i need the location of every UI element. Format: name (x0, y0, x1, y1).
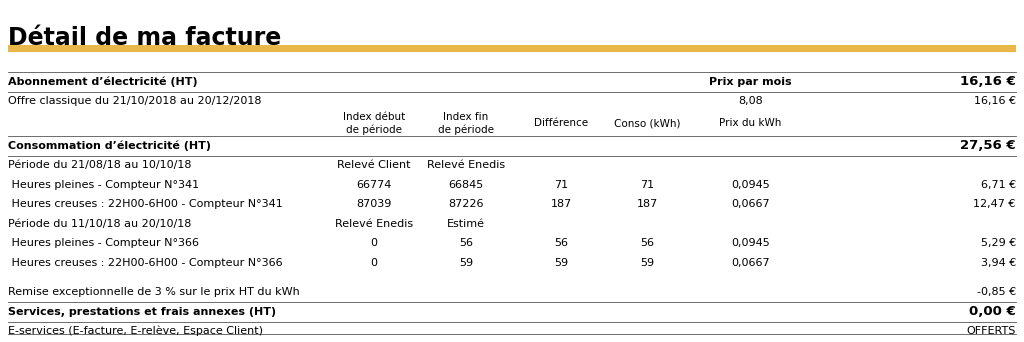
Text: 87226: 87226 (449, 199, 483, 209)
Text: 187: 187 (637, 199, 657, 209)
Text: 66845: 66845 (449, 180, 483, 190)
Text: E-services (E-facture, E-relève, Espace Client): E-services (E-facture, E-relève, Espace … (8, 326, 263, 337)
Text: Index fin
de période: Index fin de période (438, 113, 494, 135)
Text: 187: 187 (551, 199, 571, 209)
Text: Relevé Enedis: Relevé Enedis (335, 219, 413, 229)
Text: 12,47 €: 12,47 € (974, 199, 1016, 209)
Text: 27,56 €: 27,56 € (961, 139, 1016, 152)
Text: OFFERTS: OFFERTS (967, 326, 1016, 336)
Text: Prix par mois: Prix par mois (710, 77, 792, 87)
Text: 16,16 €: 16,16 € (961, 75, 1016, 88)
Text: Relevé Enedis: Relevé Enedis (427, 160, 505, 170)
Text: -0,85 €: -0,85 € (977, 287, 1016, 297)
Text: 87039: 87039 (356, 199, 391, 209)
Text: Offre classique du 21/10/2018 au 20/12/2018: Offre classique du 21/10/2018 au 20/12/2… (8, 96, 262, 106)
Text: Prix du kWh: Prix du kWh (720, 118, 781, 129)
Text: 0,00 €: 0,00 € (969, 305, 1016, 318)
Text: Détail de ma facture: Détail de ma facture (8, 26, 282, 50)
Text: 0: 0 (371, 258, 377, 268)
Text: 6,71 €: 6,71 € (981, 180, 1016, 190)
Text: Différence: Différence (535, 118, 588, 129)
Text: 66774: 66774 (356, 180, 391, 190)
Text: 0: 0 (371, 238, 377, 248)
Text: Conso (kWh): Conso (kWh) (614, 118, 680, 129)
Text: 59: 59 (640, 258, 654, 268)
Text: 56: 56 (459, 238, 473, 248)
Text: Période du 21/08/18 au 10/10/18: Période du 21/08/18 au 10/10/18 (8, 160, 191, 170)
Text: Index début
de période: Index début de période (343, 113, 404, 135)
Text: Consommation d’électricité (HT): Consommation d’électricité (HT) (8, 141, 211, 151)
Text: Heures pleines - Compteur N°341: Heures pleines - Compteur N°341 (8, 180, 200, 190)
Text: 59: 59 (554, 258, 568, 268)
Text: Services, prestations et frais annexes (HT): Services, prestations et frais annexes (… (8, 307, 276, 317)
Text: 71: 71 (640, 180, 654, 190)
Text: Heures creuses : 22H00-6H00 - Compteur N°341: Heures creuses : 22H00-6H00 - Compteur N… (8, 199, 283, 209)
Text: 0,0945: 0,0945 (731, 180, 770, 190)
Text: Heures creuses : 22H00-6H00 - Compteur N°366: Heures creuses : 22H00-6H00 - Compteur N… (8, 258, 283, 268)
Text: 5,29 €: 5,29 € (981, 238, 1016, 248)
Text: 0,0945: 0,0945 (731, 238, 770, 248)
Text: Remise exceptionnelle de 3 % sur le prix HT du kWh: Remise exceptionnelle de 3 % sur le prix… (8, 287, 300, 297)
Text: 59: 59 (459, 258, 473, 268)
Text: Heures pleines - Compteur N°366: Heures pleines - Compteur N°366 (8, 238, 200, 248)
Text: 0,0667: 0,0667 (731, 199, 770, 209)
Text: 3,94 €: 3,94 € (981, 258, 1016, 268)
Text: 0,0667: 0,0667 (731, 258, 770, 268)
Text: 16,16 €: 16,16 € (974, 96, 1016, 106)
Text: Période du 11/10/18 au 20/10/18: Période du 11/10/18 au 20/10/18 (8, 219, 191, 229)
Text: 56: 56 (554, 238, 568, 248)
Text: 56: 56 (640, 238, 654, 248)
Text: 71: 71 (554, 180, 568, 190)
Text: 8,08: 8,08 (738, 96, 763, 106)
Bar (8, 45, 1016, 52)
Text: Relevé Client: Relevé Client (337, 160, 411, 170)
Text: Estimé: Estimé (446, 219, 485, 229)
Text: Abonnement d’électricité (HT): Abonnement d’électricité (HT) (8, 77, 198, 87)
